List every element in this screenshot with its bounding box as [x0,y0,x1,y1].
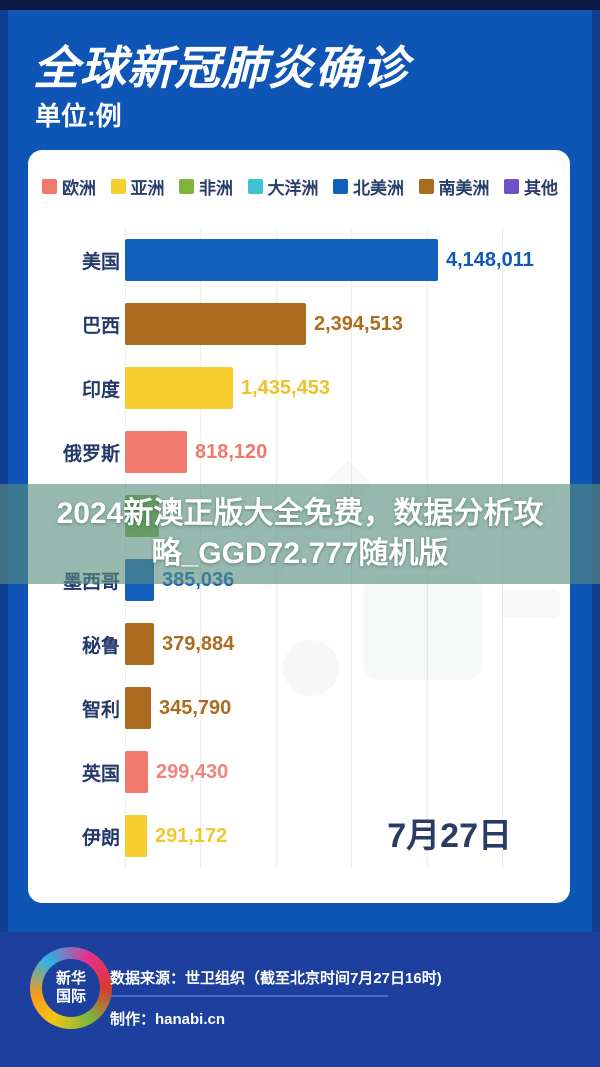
bar-row: 美国 4,148,011 [28,228,570,292]
legend-swatch [42,179,57,194]
footer: 新华 国际 数据来源：世卫组织（截至北京时间7月27日16时) 制作：hanab… [0,932,600,1067]
right-frame-edge [592,10,600,932]
legend-swatch [504,179,519,194]
logo-inner-circle: 新华 国际 [42,959,100,1017]
value-label: 818,120 [195,440,268,463]
bar-row: 智利 345,790 [28,676,570,740]
legend-label: 欧洲 [62,179,96,198]
value-bar [125,815,147,857]
bar-row: 印度 1,435,453 [28,356,570,420]
legend-item: 欧洲 [42,174,96,199]
legend-label: 亚洲 [130,179,165,198]
value-label: 2,394,513 [314,312,403,335]
chart-legend: 欧洲 亚洲 非洲 大洋洲 北美洲 南美洲 其他 [42,174,558,199]
top-frame-edge [0,0,600,10]
legend-item: 亚洲 [110,174,165,199]
date-label: 7月27日 [387,817,512,855]
legend-item: 大洋洲 [247,174,319,199]
country-label: 美国 [81,251,120,273]
value-bar [125,367,233,409]
legend-item: 非洲 [179,174,233,199]
legend-item: 北美洲 [333,174,404,199]
country-label: 秘鲁 [81,635,120,657]
value-label: 379,884 [162,632,235,655]
legend-label: 北美洲 [353,179,404,198]
watermark-overlay-line2: 略_GGD72.777随机版 [151,537,449,570]
legend-label: 非洲 [199,179,233,198]
legend-swatch [418,179,434,194]
value-bar [125,751,148,793]
country-label: 伊朗 [81,827,120,849]
legend-swatch [247,179,263,194]
bar-row: 巴西 2,394,513 [28,292,570,356]
legend-label: 南美洲 [438,179,490,198]
value-bar [125,623,154,665]
legend-swatch [179,179,194,194]
value-label: 299,430 [156,760,229,783]
value-label: 291,172 [155,824,228,847]
watermark-overlay-banner: 2024新澳正版大全免费，数据分析攻 略_GGD72.777随机版 [0,484,600,584]
logo-text-line2: 国际 [55,988,86,1005]
value-label: 345,790 [159,696,232,719]
credit-text: 制作：hanabi.cn [110,1011,226,1028]
legend-swatch [333,179,348,194]
country-label: 英国 [81,763,120,785]
left-frame-edge [0,10,8,932]
legend-label: 大洋洲 [267,179,319,198]
bar-row: 秘鲁 379,884 [28,612,570,676]
country-label: 巴西 [81,315,120,337]
xinhua-international-logo: 新华 国际 [30,947,112,1029]
page-title: 全球新冠肺炎确诊 [33,42,409,94]
legend-item: 其他 [504,174,558,199]
unit-label: 单位:例 [35,101,122,131]
legend-swatch [110,179,126,194]
footer-divider [110,995,388,997]
logo-text-line1: 新华 [55,970,86,987]
value-bar [125,431,187,473]
value-label: 4,148,011 [446,248,534,271]
value-label: 1,435,453 [241,376,330,399]
data-source-text: 数据来源：世卫组织（截至北京时间7月27日16时) [110,970,442,987]
watermark-overlay-line1: 2024新澳正版大全免费，数据分析攻 [56,497,544,531]
legend-item: 南美洲 [418,174,490,199]
legend-label: 其他 [524,179,558,198]
bar-row: 英国 299,430 [28,740,570,804]
country-label: 智利 [81,699,120,721]
country-label: 俄罗斯 [62,443,120,465]
value-bar [125,303,306,345]
bar-row: 俄罗斯 818,120 [28,420,570,484]
value-bar [125,239,438,281]
country-label: 印度 [81,379,120,401]
bar-row: 伊朗 291,172 [28,804,570,868]
value-bar [125,687,151,729]
